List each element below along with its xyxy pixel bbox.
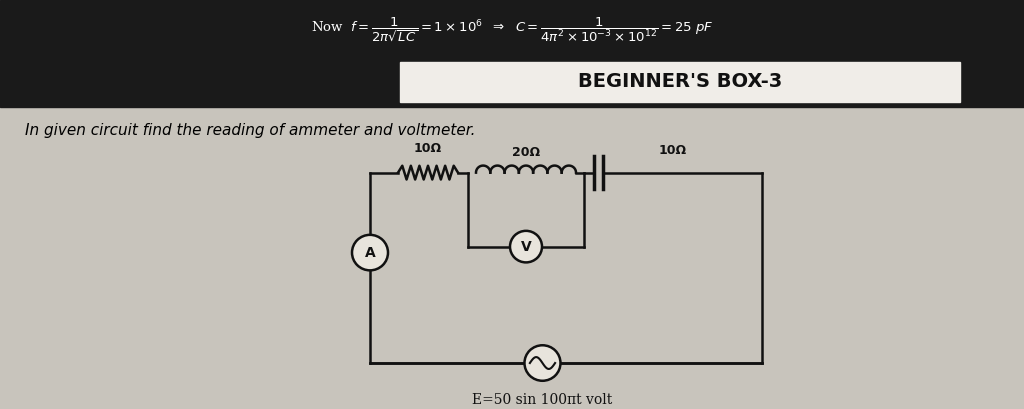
Text: V: V	[520, 240, 531, 254]
Text: Now  $f = \dfrac{1}{2\pi\sqrt{LC}} = 1 \times 10^6$  $\Rightarrow$  $C = \dfrac{: Now $f = \dfrac{1}{2\pi\sqrt{LC}} = 1 \t…	[310, 16, 714, 44]
Text: 10Ω: 10Ω	[658, 144, 687, 157]
Text: In given circuit find the reading of ammeter and voltmeter.: In given circuit find the reading of amm…	[25, 123, 475, 138]
Text: A: A	[365, 245, 376, 260]
Text: BEGINNER'S BOX-3: BEGINNER'S BOX-3	[578, 72, 782, 91]
Bar	[0, 0, 1024, 59]
Bar	[400, 62, 961, 101]
Circle shape	[352, 235, 388, 270]
Circle shape	[524, 345, 560, 381]
Text: 20Ω: 20Ω	[512, 146, 540, 159]
Text: E=50 sin 100πt volt: E=50 sin 100πt volt	[472, 393, 612, 407]
Bar	[0, 59, 1024, 106]
Circle shape	[510, 231, 542, 263]
Text: 10Ω: 10Ω	[414, 142, 442, 155]
